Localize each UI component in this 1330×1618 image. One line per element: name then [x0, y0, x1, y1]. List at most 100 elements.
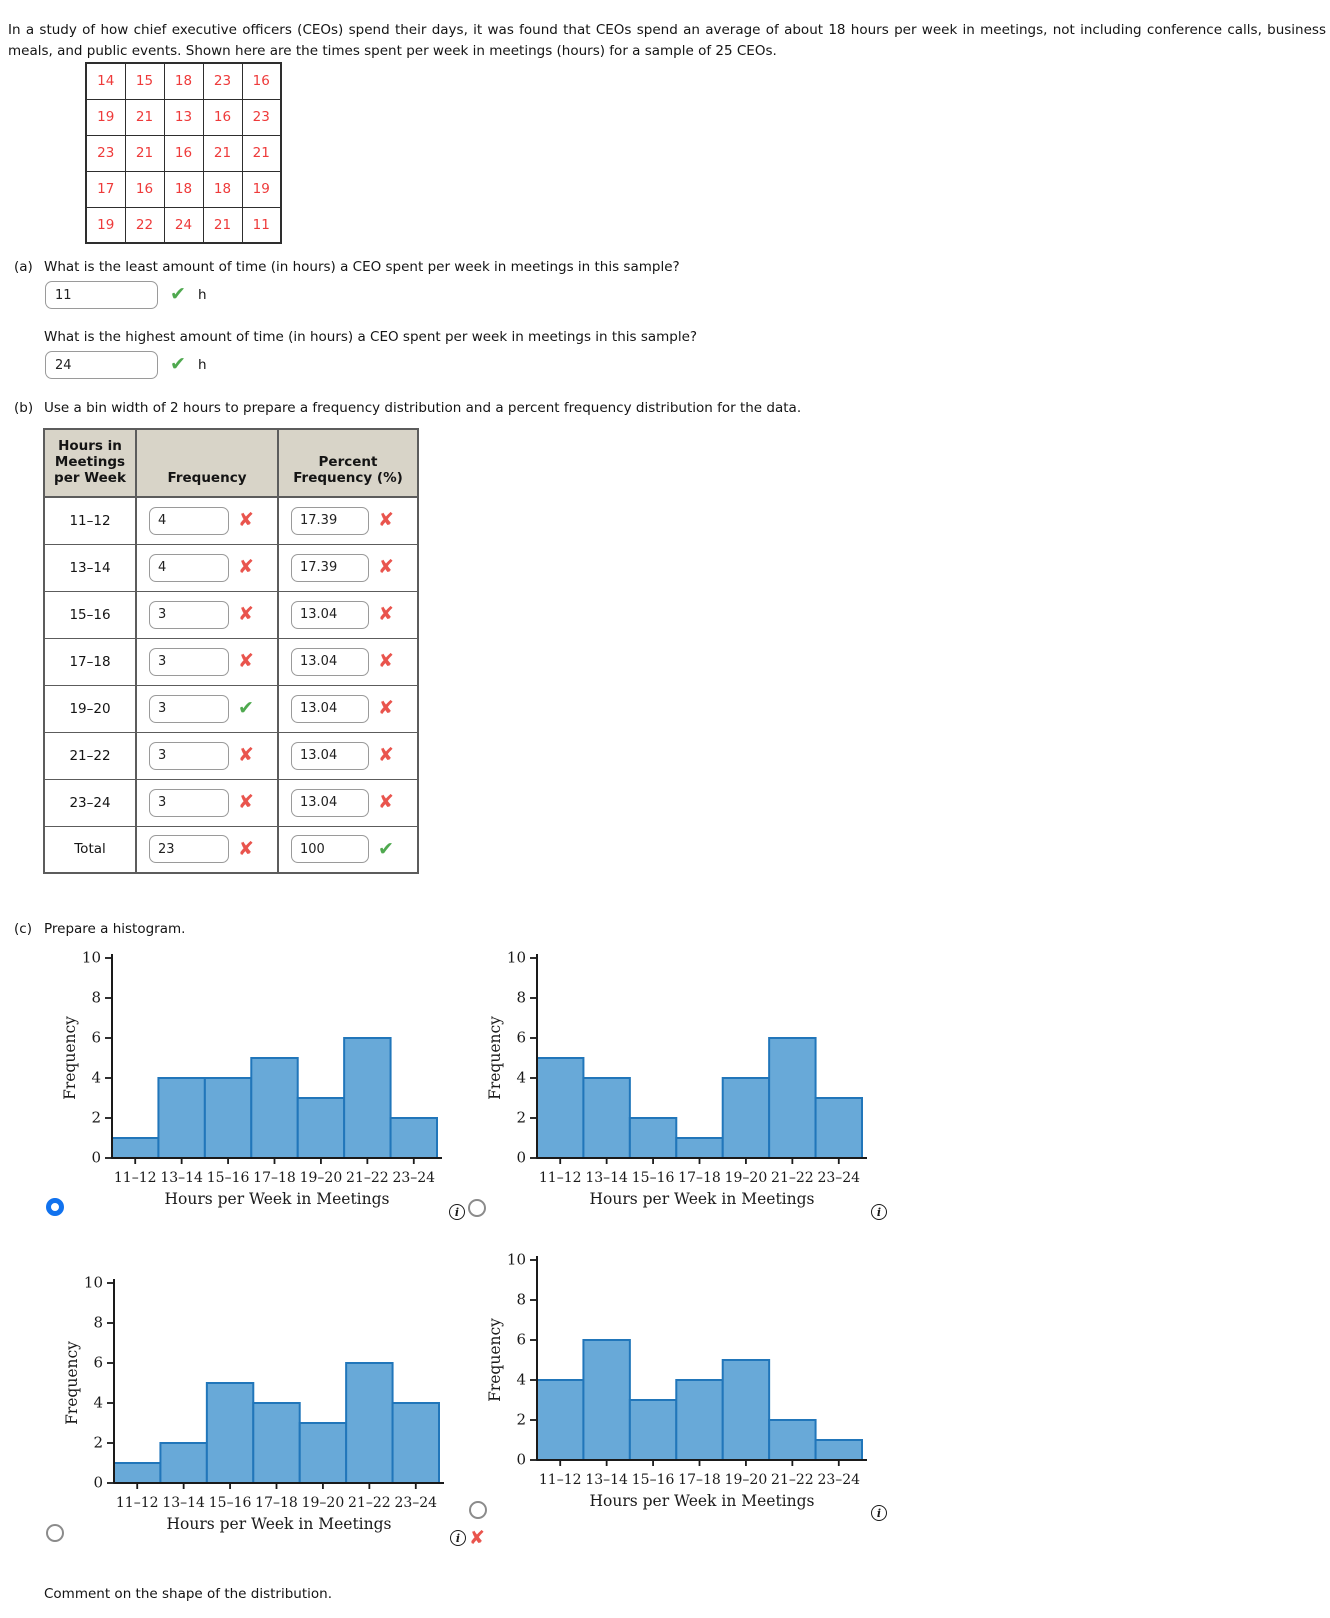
highest-time-input[interactable] [45, 351, 158, 379]
data-cell: 24 [163, 206, 204, 244]
percent-frequency-input[interactable] [291, 835, 369, 864]
histogram-bar [252, 1402, 301, 1484]
incorrect-icon: ✘ [378, 603, 394, 625]
info-icon[interactable]: i [450, 1530, 466, 1546]
frequency-table-row: 23–24 ✘ ✘ [43, 778, 418, 826]
svg-text:8: 8 [516, 989, 526, 1007]
incorrect-icon: ✘ [378, 697, 394, 719]
svg-text:23–24: 23–24 [817, 1472, 860, 1488]
bin-label: Total [43, 825, 136, 873]
histogram-bar [111, 1137, 160, 1159]
data-cell: 22 [124, 206, 165, 244]
info-icon[interactable]: i [449, 1204, 465, 1220]
svg-text:4: 4 [516, 1371, 526, 1389]
data-cell: 21 [202, 206, 243, 244]
percent-frequency-input[interactable] [291, 694, 369, 723]
incorrect-icon: ✘ [378, 650, 394, 672]
histogram-option-4: 0 2 4 6 8 10 11–12 13–14 15–16 17–18 19–20 21–22 23–… [485, 1251, 877, 1518]
frequency-input[interactable] [149, 835, 229, 864]
data-row: 19 22 24 21 11 [85, 206, 282, 244]
data-cell: 13 [163, 98, 204, 136]
part-b-prompt: Use a bin width of 2 hours to prepare a … [44, 400, 802, 416]
frequency-input[interactable] [149, 788, 229, 817]
part-b-label: (b) [14, 400, 34, 416]
svg-text:6: 6 [91, 1029, 101, 1047]
histogram-bar [250, 1057, 299, 1159]
data-cell: 16 [163, 134, 204, 172]
histogram-bar [814, 1439, 864, 1461]
info-icon[interactable]: i [871, 1505, 887, 1521]
data-cell: 11 [241, 206, 282, 244]
data-cell: 19 [85, 98, 126, 136]
svg-text:Frequency: Frequency [61, 1016, 79, 1100]
svg-text:Hours per Week in Meetings: Hours per Week in Meetings [589, 1190, 814, 1208]
histogram-chart-svg: 0 2 4 6 8 10 11–12 13–14 15–16 17–18 19–20 21–22 23–… [63, 1274, 444, 1533]
data-cell: 15 [124, 62, 165, 100]
histogram-bar [536, 1379, 585, 1461]
part-a-label: (a) [14, 259, 33, 275]
raw-data-table: 14 15 18 23 16 19 21 13 16 23 23 21 16 21 21 17 16 18 18 19… [85, 62, 282, 244]
svg-text:13–14: 13–14 [162, 1495, 205, 1511]
svg-text:10: 10 [82, 950, 101, 967]
svg-text:17–18: 17–18 [678, 1472, 721, 1488]
histogram-bar [628, 1399, 678, 1461]
frequency-input[interactable] [149, 600, 229, 629]
frequency-input[interactable] [149, 506, 229, 535]
svg-text:23–24: 23–24 [817, 1170, 860, 1186]
incorrect-icon: ✘ [378, 556, 394, 578]
svg-text:10: 10 [507, 1252, 526, 1269]
svg-text:10: 10 [507, 950, 526, 967]
percent-frequency-input[interactable] [291, 788, 369, 817]
histogram-bar [391, 1402, 441, 1484]
frequency-input[interactable] [149, 553, 229, 582]
data-cell: 19 [241, 170, 282, 208]
percent-frequency-input[interactable] [291, 741, 369, 770]
svg-text:15–16: 15–16 [632, 1170, 675, 1186]
frequency-input[interactable] [149, 647, 229, 676]
histogram-bar [768, 1419, 817, 1461]
histogram-option-3-radio[interactable] [46, 1524, 64, 1542]
histogram-chart-svg: 0 2 4 6 8 10 11–12 13–14 15–16 17–18 19–20 21–22 23–… [486, 949, 867, 1208]
data-cell: 19 [85, 206, 126, 244]
svg-text:8: 8 [93, 1314, 103, 1332]
percent-frequency-input[interactable] [291, 553, 369, 582]
least-time-input[interactable] [45, 281, 158, 309]
bin-label: 21–22 [43, 731, 136, 779]
data-cell: 18 [163, 170, 204, 208]
percent-frequency-input[interactable] [291, 647, 369, 676]
histogram-option-2-radio[interactable] [468, 1199, 486, 1217]
data-cell: 21 [124, 98, 165, 136]
incorrect-icon: ✘ [378, 791, 394, 813]
frequency-input[interactable] [149, 741, 229, 770]
histogram-bar [814, 1097, 864, 1159]
frequency-table-row: 15–16 ✘ ✘ [43, 590, 418, 638]
svg-text:Frequency: Frequency [486, 1016, 504, 1100]
part-a-question-least: What is the least amount of time (in hou… [44, 259, 680, 275]
info-icon[interactable]: i [871, 1204, 887, 1220]
data-cell: 23 [85, 134, 126, 172]
svg-text:10: 10 [84, 1275, 103, 1292]
histogram-bar [582, 1339, 631, 1461]
svg-text:23–24: 23–24 [394, 1495, 437, 1511]
svg-text:Hours per Week in Meetings: Hours per Week in Meetings [166, 1515, 391, 1533]
percent-frequency-input[interactable] [291, 600, 369, 629]
histogram-bar [205, 1382, 255, 1484]
svg-text:17–18: 17–18 [255, 1495, 298, 1511]
svg-text:2: 2 [516, 1411, 526, 1429]
histogram-option-1-radio[interactable] [46, 1198, 64, 1216]
svg-text:Hours per Week in Meetings: Hours per Week in Meetings [589, 1492, 814, 1510]
bin-label: 23–24 [43, 778, 136, 826]
bin-label: 17–18 [43, 637, 136, 685]
frequency-input[interactable] [149, 694, 229, 723]
percent-frequency-input[interactable] [291, 506, 369, 535]
frequency-table-row: Total ✘ ✔ [43, 825, 418, 873]
svg-text:2: 2 [516, 1109, 526, 1127]
data-cell: 16 [241, 62, 282, 100]
svg-text:13–14: 13–14 [160, 1170, 203, 1186]
svg-text:Hours per Week in Meetings: Hours per Week in Meetings [164, 1190, 389, 1208]
frequency-table-row: 21–22 ✘ ✘ [43, 731, 418, 779]
histogram-bar [157, 1077, 206, 1159]
svg-text:2: 2 [93, 1434, 103, 1452]
histogram-bar [389, 1117, 439, 1159]
histogram-option-4-radio[interactable] [469, 1501, 487, 1519]
